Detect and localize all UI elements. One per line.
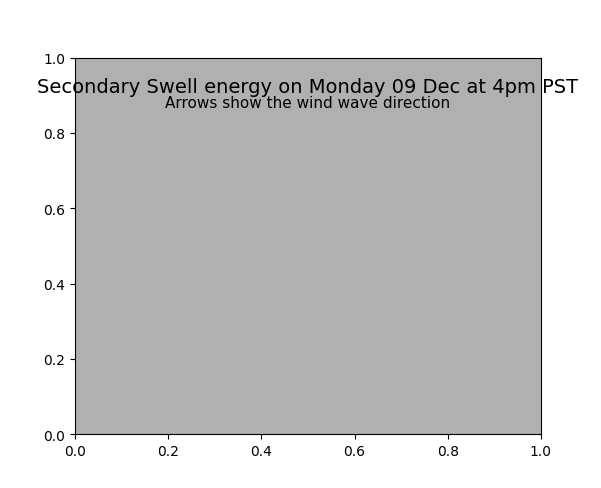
Text: Arrows show the wind wave direction: Arrows show the wind wave direction [165,96,451,111]
Text: Secondary Swell energy on Monday 09 Dec at 4pm PST: Secondary Swell energy on Monday 09 Dec … [37,78,579,96]
